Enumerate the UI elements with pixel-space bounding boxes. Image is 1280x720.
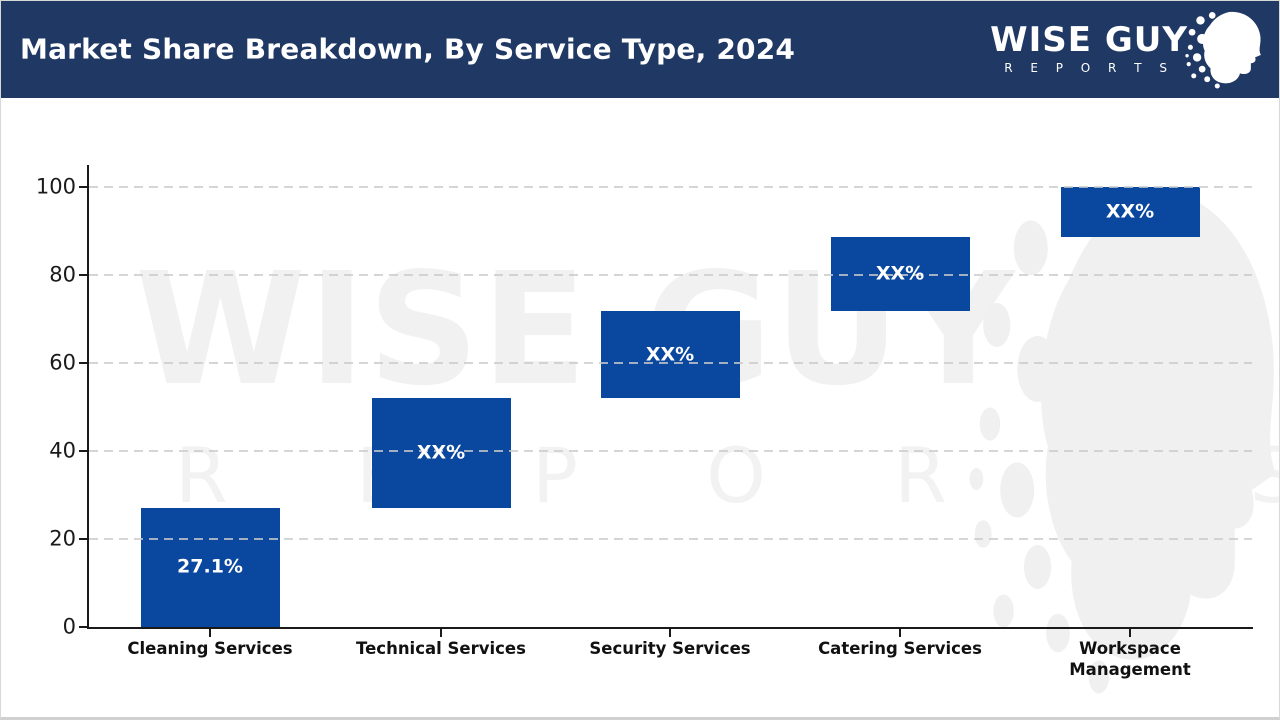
bar <box>140 507 280 627</box>
y-tick-mark <box>79 362 87 364</box>
logo-wordmark: WISE GUY <box>990 20 1188 60</box>
page-title: Market Share Breakdown, By Service Type,… <box>20 32 796 66</box>
y-tick-mark <box>79 274 87 276</box>
y-axis <box>87 165 89 628</box>
bar-value-label: XX% <box>875 262 925 285</box>
gridline <box>89 186 1252 188</box>
x-tick-mark <box>899 629 901 637</box>
wise-guy-reports-logo: WISE GUY R E P O R T S <box>990 6 1266 92</box>
logo-face-icon <box>1185 11 1261 89</box>
bar-value-label: XX% <box>645 343 695 366</box>
x-axis <box>87 627 1253 629</box>
y-tick-label: 60 <box>49 350 76 375</box>
gridline <box>89 274 1252 276</box>
gridline <box>89 362 1252 364</box>
header-bar: Market Share Breakdown, By Service Type,… <box>0 0 1280 98</box>
y-tick-mark <box>79 626 87 628</box>
y-tick-label: 80 <box>49 262 76 287</box>
logo-subtext: R E P O R T S <box>1004 61 1174 75</box>
y-tick-label: 40 <box>49 438 76 463</box>
y-tick-label: 20 <box>49 526 76 551</box>
x-tick-mark <box>209 629 211 637</box>
bar <box>371 398 511 508</box>
x-category-label: Catering Services <box>818 639 982 658</box>
bar <box>600 311 740 399</box>
y-tick-label: 0 <box>62 614 76 639</box>
bar-value-label: XX% <box>1105 200 1155 223</box>
y-tick-mark <box>79 450 87 452</box>
x-tick-mark <box>669 629 671 637</box>
x-category-label: Cleaning Services <box>127 639 293 658</box>
y-tick-label: 100 <box>35 174 76 199</box>
x-category-label: Security Services <box>589 639 751 658</box>
logo-text: WISE GUY R E P O R T S <box>990 23 1188 75</box>
gridline <box>89 450 1252 452</box>
x-category-label: Workspace Management <box>1069 639 1191 680</box>
bar-value-label: 27.1% <box>177 555 243 578</box>
x-category-label: Technical Services <box>356 639 526 658</box>
y-tick-mark <box>79 186 87 188</box>
gridline <box>89 538 1252 540</box>
y-tick-mark <box>79 538 87 540</box>
watermark-face <box>969 191 1276 694</box>
bar-value-label: XX% <box>416 441 466 464</box>
x-tick-mark <box>1129 629 1131 637</box>
bar <box>1060 187 1200 238</box>
x-tick-mark <box>440 629 442 637</box>
